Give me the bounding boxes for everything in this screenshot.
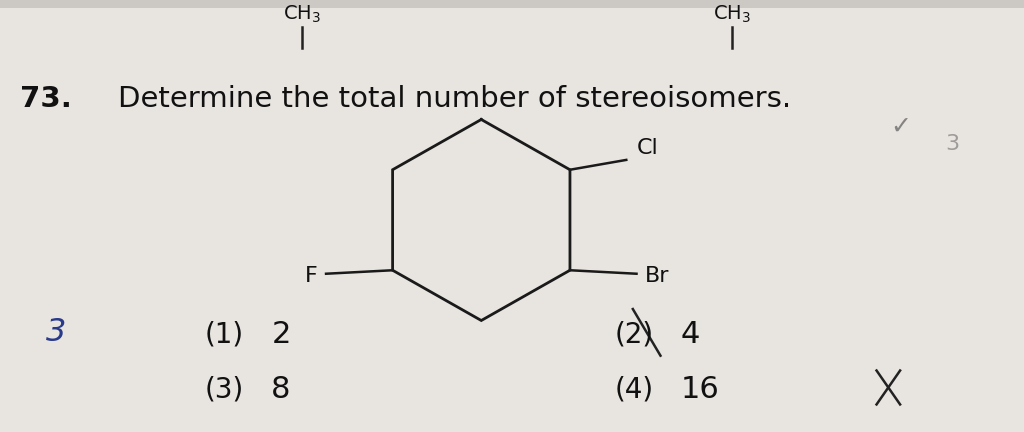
Text: F: F <box>305 266 317 286</box>
Text: ✓: ✓ <box>891 115 911 139</box>
Text: (4): (4) <box>614 375 653 403</box>
Text: Cl: Cl <box>637 138 658 158</box>
Text: CH$_3$: CH$_3$ <box>713 3 752 25</box>
Text: Br: Br <box>645 266 670 286</box>
Text: Determine the total number of stereoisomers.: Determine the total number of stereoisom… <box>118 85 791 113</box>
Text: 3: 3 <box>945 133 959 154</box>
Text: CH$_3$: CH$_3$ <box>283 3 322 25</box>
Text: (2): (2) <box>614 321 653 349</box>
Text: (1): (1) <box>205 321 244 349</box>
Text: 73.: 73. <box>20 85 73 113</box>
Text: 2: 2 <box>271 320 291 349</box>
Text: 16: 16 <box>681 375 720 404</box>
Text: 3: 3 <box>46 317 67 348</box>
Text: (3): (3) <box>205 375 244 403</box>
Text: 4: 4 <box>681 320 700 349</box>
Text: 8: 8 <box>271 375 291 404</box>
